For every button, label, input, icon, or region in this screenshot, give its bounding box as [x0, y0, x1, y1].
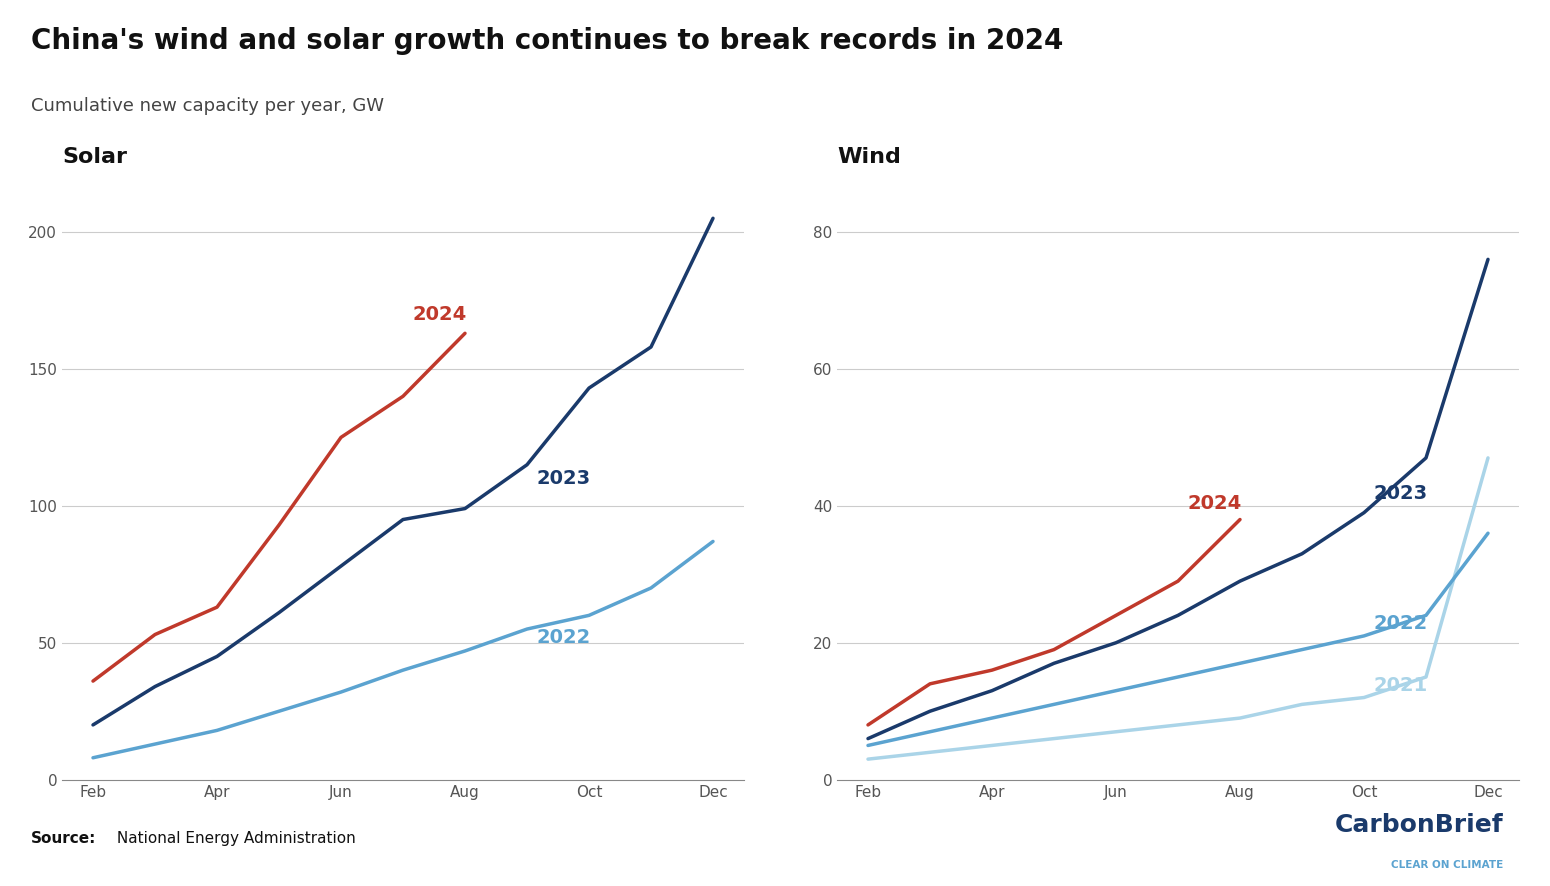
Text: 2023: 2023 — [536, 469, 591, 488]
Text: 2021: 2021 — [1373, 676, 1428, 695]
Text: National Energy Administration: National Energy Administration — [112, 831, 355, 846]
Text: Cumulative new capacity per year, GW: Cumulative new capacity per year, GW — [31, 97, 384, 115]
Text: CarbonBrief: CarbonBrief — [1335, 813, 1504, 837]
Text: 2024: 2024 — [1187, 494, 1242, 513]
Text: China's wind and solar growth continues to break records in 2024: China's wind and solar growth continues … — [31, 27, 1063, 55]
Text: 2023: 2023 — [1373, 484, 1428, 503]
Text: 2022: 2022 — [1373, 614, 1428, 633]
Text: Solar: Solar — [62, 147, 127, 167]
Text: Wind: Wind — [837, 147, 901, 167]
Text: 2024: 2024 — [412, 305, 467, 323]
Text: 2022: 2022 — [536, 628, 591, 647]
Text: CLEAR ON CLIMATE: CLEAR ON CLIMATE — [1392, 860, 1504, 870]
Text: Source:: Source: — [31, 831, 96, 846]
